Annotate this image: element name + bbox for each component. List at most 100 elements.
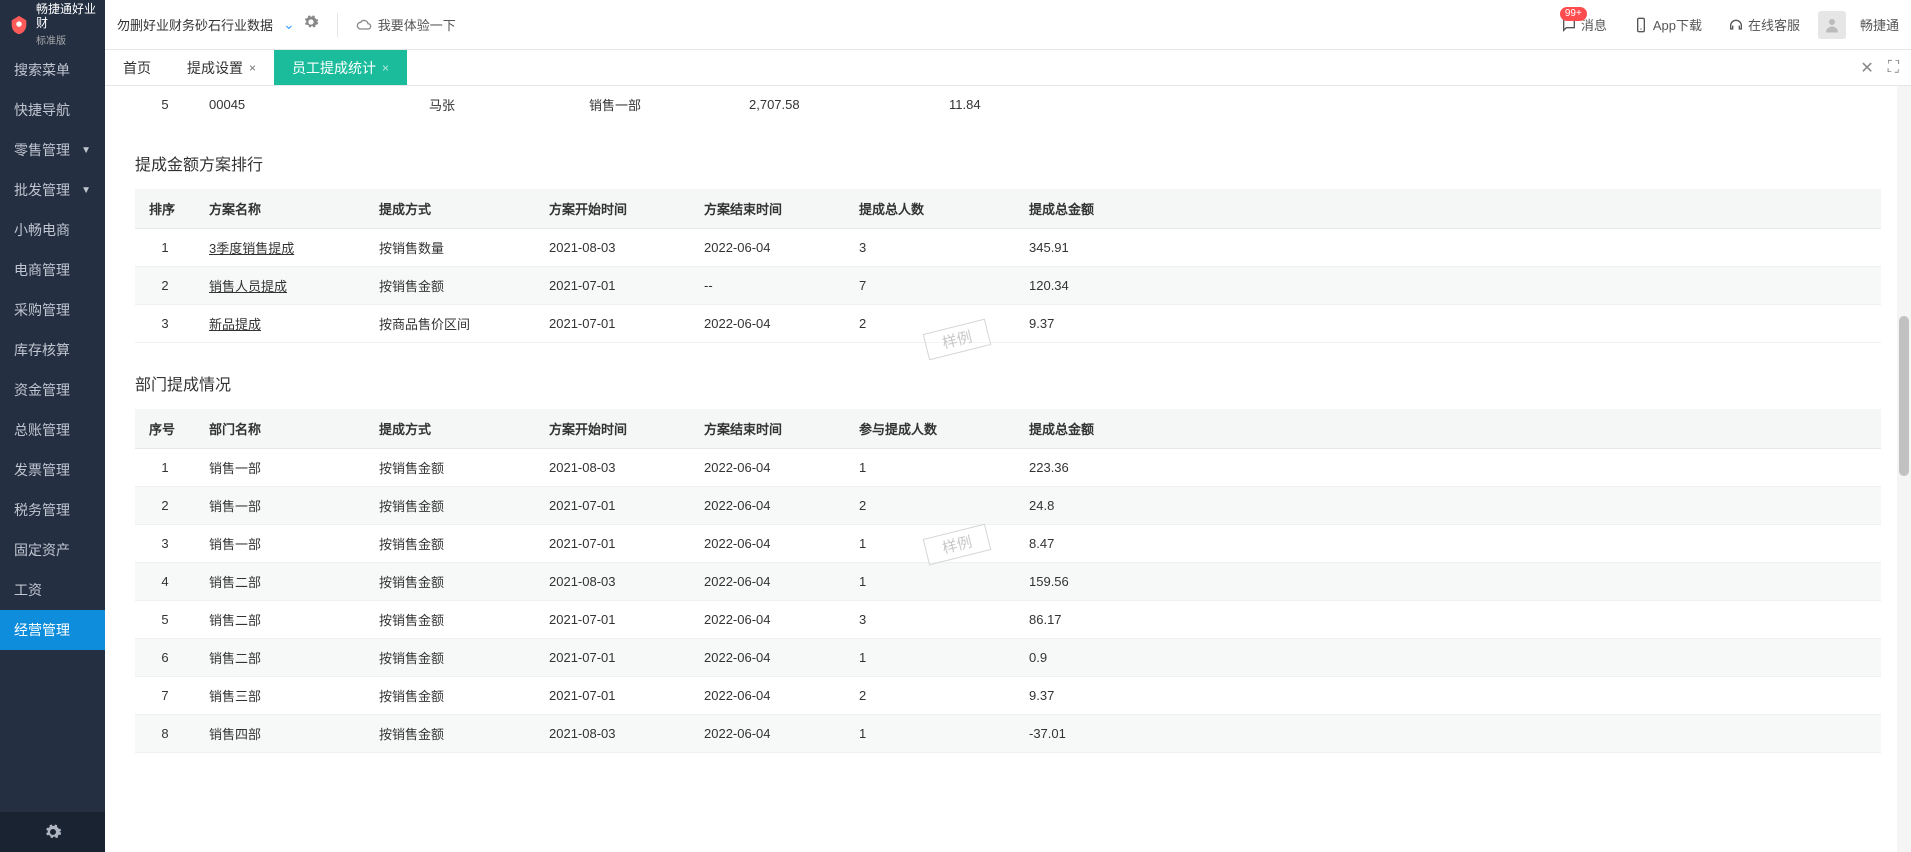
- table-cell: 1: [845, 449, 1015, 487]
- table-cell: 2021-08-03: [535, 229, 690, 267]
- table-cell: 2021-07-01: [535, 267, 690, 305]
- table-cell: 8: [135, 715, 195, 753]
- table-cell: 8.47: [1015, 525, 1881, 563]
- cloud-icon: [356, 17, 372, 33]
- sidebar-item[interactable]: 零售管理▼: [0, 130, 105, 170]
- tab-home[interactable]: 首页: [105, 50, 169, 85]
- table-cell: 9.37: [1015, 305, 1881, 343]
- tab-employee-commission-stats[interactable]: 员工提成统计 ×: [274, 50, 407, 85]
- sidebar-item-label: 库存核算: [14, 340, 70, 360]
- sidebar-menu: 搜索菜单快捷导航零售管理▼批发管理▼小畅电商电商管理采购管理库存核算资金管理总账…: [0, 50, 105, 812]
- sidebar-item-label: 总账管理: [14, 420, 70, 440]
- tab-label: 员工提成统计: [292, 58, 376, 78]
- tab-close-icon[interactable]: ×: [249, 61, 256, 75]
- plan-name-link[interactable]: 3季度销售提成: [195, 229, 365, 267]
- table-cell: 2022-06-04: [690, 525, 845, 563]
- sidebar-item[interactable]: 快捷导航: [0, 90, 105, 130]
- table-cell: 3: [845, 229, 1015, 267]
- avatar[interactable]: [1818, 11, 1846, 39]
- table-cell: 2021-07-01: [535, 601, 690, 639]
- column-header: 方案结束时间: [690, 189, 845, 229]
- sidebar-item[interactable]: 固定资产: [0, 530, 105, 570]
- table-cell: 按商品售价区间: [365, 305, 535, 343]
- table-cell: 2022-06-04: [690, 563, 845, 601]
- table-cell: 2021-07-01: [535, 639, 690, 677]
- sidebar-item[interactable]: 批发管理▼: [0, 170, 105, 210]
- section-title-plan-ranking: 提成金额方案排行: [135, 151, 1881, 175]
- table-cell: 按销售数量: [365, 229, 535, 267]
- table-cell: 2021-07-01: [535, 525, 690, 563]
- table-cell: 销售二部: [195, 639, 365, 677]
- table-cell: 按销售金额: [365, 267, 535, 305]
- divider: [337, 13, 338, 37]
- org-settings-button[interactable]: [303, 14, 319, 35]
- table-cell: 5: [135, 601, 195, 639]
- support-button[interactable]: 在线客服: [1728, 15, 1800, 34]
- table-cell: 2022-06-04: [690, 715, 845, 753]
- table-cell: 2: [845, 305, 1015, 343]
- sidebar-item-label: 批发管理: [14, 180, 70, 200]
- sidebar-item[interactable]: 小畅电商: [0, 210, 105, 250]
- sidebar-item[interactable]: 资金管理: [0, 370, 105, 410]
- table-cell: 3: [135, 525, 195, 563]
- sidebar-item[interactable]: 总账管理: [0, 410, 105, 450]
- sidebar-item[interactable]: 发票管理: [0, 450, 105, 490]
- sidebar-item-label: 发票管理: [14, 460, 70, 480]
- messages-button[interactable]: 消息 99+: [1561, 15, 1607, 34]
- sidebar-item[interactable]: 工资: [0, 570, 105, 610]
- cell-code: 00045: [195, 86, 415, 123]
- sidebar-item-label: 快捷导航: [14, 100, 70, 120]
- org-selector[interactable]: 勿删好业财务砂石行业数据 ⌄: [117, 15, 295, 34]
- fullscreen-icon[interactable]: ⛶: [1888, 59, 1899, 77]
- headset-icon: [1728, 17, 1744, 33]
- tab-close-all-icon[interactable]: ✕: [1860, 58, 1873, 78]
- section-title-dept-commission: 部门提成情况: [135, 371, 1881, 395]
- tab-close-icon[interactable]: ×: [382, 61, 389, 75]
- scrollbar-track[interactable]: [1897, 86, 1911, 852]
- sidebar-item[interactable]: 库存核算: [0, 330, 105, 370]
- table-row: 3新品提成按商品售价区间2021-07-012022-06-0429.37: [135, 305, 1881, 343]
- table-cell: 0.9: [1015, 639, 1881, 677]
- table-cell: 销售一部: [195, 487, 365, 525]
- table-cell: 1: [845, 525, 1015, 563]
- table-cell: 2022-06-04: [690, 305, 845, 343]
- tabbar: 首页 提成设置 × 员工提成统计 × ✕ ⛶: [105, 50, 1911, 86]
- plan-name-link[interactable]: 销售人员提成: [195, 267, 365, 305]
- sidebar: 畅捷通好业财 标准版 搜索菜单快捷导航零售管理▼批发管理▼小畅电商电商管理采购管…: [0, 0, 105, 852]
- app-download-button[interactable]: App下载: [1633, 15, 1702, 34]
- sidebar-item[interactable]: 经营管理: [0, 610, 105, 650]
- table-cell: 按销售金额: [365, 715, 535, 753]
- plan-name-link[interactable]: 新品提成: [195, 305, 365, 343]
- caret-down-icon: ▼: [81, 145, 91, 156]
- sidebar-item[interactable]: 搜索菜单: [0, 50, 105, 90]
- logo-icon: [8, 14, 30, 36]
- column-header: 提成总金额: [1015, 189, 1881, 229]
- table-cell: 销售四部: [195, 715, 365, 753]
- sidebar-item[interactable]: 采购管理: [0, 290, 105, 330]
- sidebar-item[interactable]: 电商管理: [0, 250, 105, 290]
- gear-icon: [303, 14, 319, 30]
- table-cell: 86.17: [1015, 601, 1881, 639]
- scrollbar-thumb[interactable]: [1899, 316, 1909, 476]
- table-cell: 按销售金额: [365, 487, 535, 525]
- try-experience-link[interactable]: 我要体验一下: [356, 15, 456, 34]
- cell-dept: 销售一部: [575, 86, 735, 123]
- table-cell: 1: [135, 449, 195, 487]
- sidebar-settings-button[interactable]: [0, 812, 105, 852]
- table-cell: 2022-06-04: [690, 487, 845, 525]
- table-cell: 2: [845, 677, 1015, 715]
- brand-edition: 标准版: [36, 32, 97, 47]
- table-row: 1销售一部按销售金额2021-08-032022-06-041223.36: [135, 449, 1881, 487]
- table-cell: 按销售金额: [365, 449, 535, 487]
- table-cell: 销售一部: [195, 525, 365, 563]
- sidebar-item-label: 经营管理: [14, 620, 70, 640]
- tab-commission-settings[interactable]: 提成设置 ×: [169, 50, 274, 85]
- column-header: 参与提成人数: [845, 409, 1015, 449]
- table-cell: -37.01: [1015, 715, 1881, 753]
- try-label: 我要体验一下: [378, 15, 456, 34]
- sidebar-item[interactable]: 税务管理: [0, 490, 105, 530]
- table-cell: 120.34: [1015, 267, 1881, 305]
- tab-home-label: 首页: [123, 58, 151, 78]
- table-row: 5 00045 马张 销售一部 2,707.58 11.84: [135, 86, 1881, 123]
- table-cell: 2021-07-01: [535, 677, 690, 715]
